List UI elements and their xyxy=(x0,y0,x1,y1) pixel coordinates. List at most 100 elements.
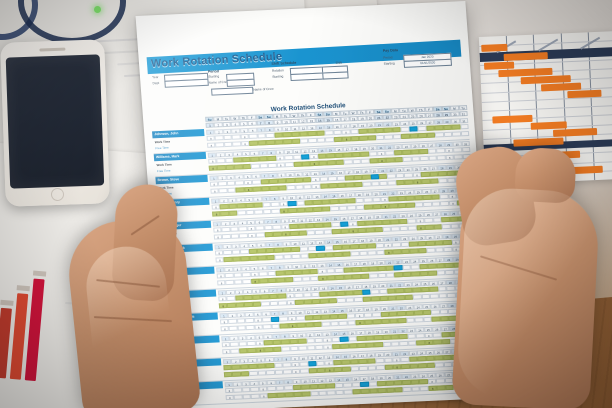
table-cell[interactable] xyxy=(269,185,279,191)
table-cell[interactable]: 4 xyxy=(243,288,252,294)
table-cell[interactable] xyxy=(247,347,257,353)
table-cell[interactable]: 14 xyxy=(327,284,337,291)
table-cell[interactable] xyxy=(233,272,243,278)
table-cell[interactable]: 6 xyxy=(249,150,259,156)
table-cell[interactable] xyxy=(306,344,316,351)
table-cell[interactable]: 9 xyxy=(288,332,298,338)
table-cell[interactable] xyxy=(389,317,399,324)
table-cell[interactable] xyxy=(257,139,267,146)
table-cell[interactable] xyxy=(394,271,404,278)
table-cell[interactable]: 11 xyxy=(302,285,312,292)
table-cell[interactable]: 22 xyxy=(396,304,406,311)
table-cell[interactable]: 8 xyxy=(323,337,332,343)
table-cell[interactable]: 8 xyxy=(424,339,434,345)
table-cell[interactable]: 8 xyxy=(342,135,351,142)
table-cell[interactable] xyxy=(451,130,461,137)
table-cell[interactable] xyxy=(352,273,362,280)
table-cell[interactable] xyxy=(262,317,272,323)
table-cell[interactable] xyxy=(427,263,437,270)
table-cell[interactable] xyxy=(362,180,372,187)
table-cell[interactable] xyxy=(301,154,310,160)
table-cell[interactable] xyxy=(387,294,397,301)
table-cell[interactable] xyxy=(294,184,304,190)
table-cell[interactable]: 10 xyxy=(288,217,298,223)
form-field[interactable]: 01/01/2020 xyxy=(403,58,452,68)
table-cell[interactable] xyxy=(358,365,368,371)
table-cell[interactable] xyxy=(384,364,394,370)
table-cell[interactable] xyxy=(272,339,282,346)
table-cell[interactable]: 2 xyxy=(229,335,239,341)
table-cell[interactable]: 8 xyxy=(380,203,390,209)
table-cell[interactable]: 1 xyxy=(207,151,217,158)
table-cell[interactable] xyxy=(363,197,373,203)
table-cell[interactable] xyxy=(446,177,456,183)
table-cell[interactable] xyxy=(421,293,431,299)
table-cell[interactable] xyxy=(331,343,341,349)
table-cell[interactable] xyxy=(279,322,289,329)
table-cell[interactable] xyxy=(301,384,310,390)
table-cell[interactable] xyxy=(351,266,361,273)
table-cell[interactable]: 25 xyxy=(418,257,428,263)
table-cell[interactable]: 8 xyxy=(220,325,230,332)
table-cell[interactable] xyxy=(429,177,439,184)
table-cell[interactable]: 21 xyxy=(374,121,384,127)
table-cell[interactable] xyxy=(424,224,434,230)
table-cell[interactable]: 14 xyxy=(325,261,335,268)
table-cell[interactable]: 8 xyxy=(225,394,235,400)
table-cell[interactable]: 4 xyxy=(249,380,259,386)
table-cell[interactable] xyxy=(372,203,382,210)
table-cell[interactable]: 8 xyxy=(247,225,256,232)
table-cell[interactable] xyxy=(365,220,375,226)
table-cell[interactable] xyxy=(434,246,444,253)
table-cell[interactable] xyxy=(426,362,436,368)
table-cell[interactable] xyxy=(328,176,337,182)
table-cell[interactable] xyxy=(259,162,269,169)
table-cell[interactable]: 15 xyxy=(325,146,335,153)
table-cell[interactable] xyxy=(423,201,432,207)
table-cell[interactable] xyxy=(409,362,419,369)
table-cell[interactable]: 24 xyxy=(408,234,418,241)
table-cell[interactable] xyxy=(407,339,417,346)
table-cell[interactable] xyxy=(438,292,448,299)
table-cell[interactable]: 1 xyxy=(216,266,225,273)
table-cell[interactable] xyxy=(321,320,331,327)
table-cell[interactable] xyxy=(360,151,370,158)
table-cell[interactable] xyxy=(377,272,387,278)
table-cell[interactable] xyxy=(342,250,351,257)
table-cell[interactable] xyxy=(406,201,416,208)
table-cell[interactable] xyxy=(228,318,238,325)
table-cell[interactable] xyxy=(409,126,419,132)
table-cell[interactable]: 14 xyxy=(334,376,344,382)
table-cell[interactable] xyxy=(442,124,452,131)
table-cell[interactable] xyxy=(223,371,233,377)
table-cell[interactable]: 6 xyxy=(251,172,261,179)
table-cell[interactable]: 8 xyxy=(412,172,422,178)
table-cell[interactable]: 27 xyxy=(425,119,435,125)
table-cell[interactable] xyxy=(375,357,385,364)
table-cell[interactable] xyxy=(240,249,250,255)
table-cell[interactable] xyxy=(304,206,314,213)
table-cell[interactable]: 7 xyxy=(263,218,273,225)
table-cell[interactable] xyxy=(262,323,272,330)
table-cell[interactable] xyxy=(237,209,247,216)
table-cell[interactable] xyxy=(407,224,417,231)
table-cell[interactable] xyxy=(411,270,421,277)
table-cell[interactable]: 2 xyxy=(214,128,224,135)
table-cell[interactable] xyxy=(348,342,358,349)
table-cell[interactable]: 22 xyxy=(393,258,403,265)
form-field[interactable] xyxy=(226,78,255,87)
table-cell[interactable]: 23 xyxy=(408,349,418,356)
table-cell[interactable]: 25 xyxy=(408,119,418,126)
table-cell[interactable]: 20 xyxy=(381,328,391,334)
table-cell[interactable]: 20 xyxy=(379,305,389,311)
table-cell[interactable] xyxy=(358,358,368,365)
table-cell[interactable] xyxy=(309,383,319,390)
table-cell[interactable] xyxy=(383,127,393,133)
table-cell[interactable] xyxy=(272,231,282,237)
table-cell[interactable] xyxy=(325,136,335,143)
table-cell[interactable] xyxy=(299,131,309,137)
table-cell[interactable] xyxy=(258,271,268,277)
table-cell[interactable] xyxy=(379,180,389,186)
table-cell[interactable] xyxy=(404,172,413,179)
table-cell[interactable] xyxy=(357,227,367,233)
